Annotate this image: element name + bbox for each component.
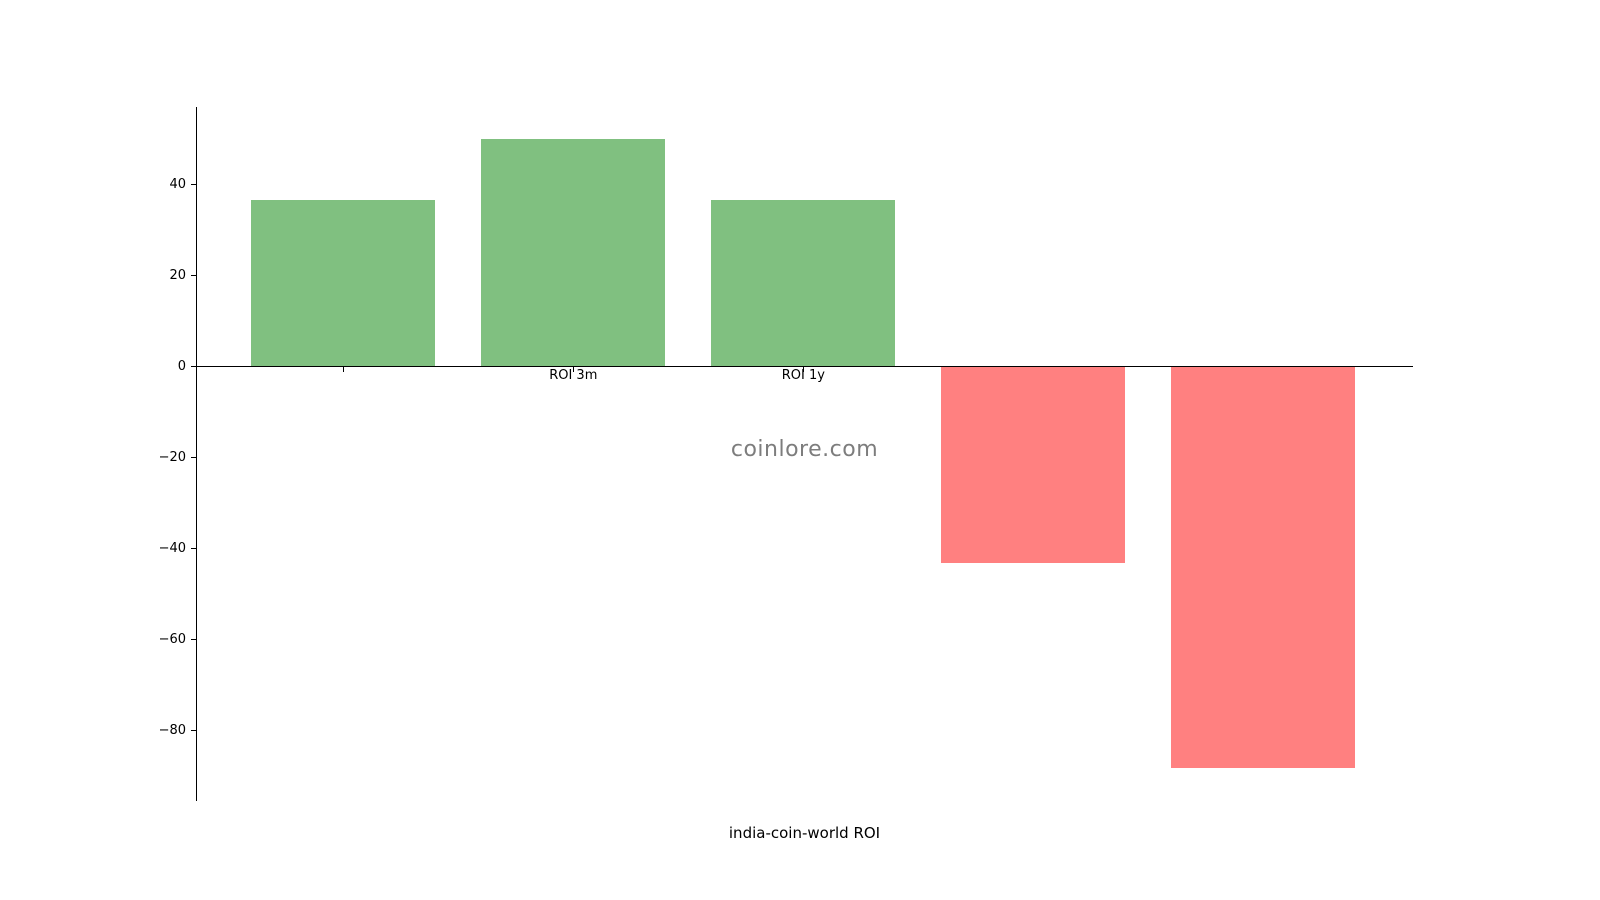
y-tick-label: 40 [169, 177, 186, 193]
plot-area: 40 20 0 −20 −40 −60 −80 ROI 3m ROI 1y coinlore.… [159, 107, 1413, 801]
chart-xlabel: india-coin-world ROI [728, 824, 881, 842]
bar-index-4 [1171, 366, 1356, 769]
y-tick-label: −60 [158, 632, 186, 648]
bar-ROI 3m [481, 139, 666, 367]
y-tick-mark [191, 275, 196, 277]
y-tick-label: −40 [158, 541, 186, 557]
x-tick-label: ROI 1y [781, 367, 825, 383]
bar-index-0 [251, 200, 436, 367]
y-tick-mark [191, 730, 196, 732]
y-tick-mark [191, 366, 196, 368]
x-tick-mark [802, 366, 804, 372]
y-tick-mark [191, 639, 196, 641]
bar-ROI 1y [711, 200, 896, 367]
bar-index-3 [941, 366, 1126, 563]
x-tick-mark [572, 366, 574, 372]
y-tick-label: −20 [158, 450, 186, 466]
x-tick-mark [342, 366, 344, 372]
y-tick-mark [191, 457, 196, 459]
x-axis-line [196, 366, 1413, 368]
x-tick-label: ROI 3m [549, 367, 598, 383]
y-tick-label: 0 [177, 359, 186, 375]
y-tick-label: −80 [158, 723, 186, 739]
y-axis-spine [196, 107, 197, 801]
y-tick-label: 20 [169, 268, 186, 284]
y-tick-mark [191, 184, 196, 186]
watermark-text: coinlore.com [730, 437, 879, 462]
y-tick-mark [191, 548, 196, 550]
